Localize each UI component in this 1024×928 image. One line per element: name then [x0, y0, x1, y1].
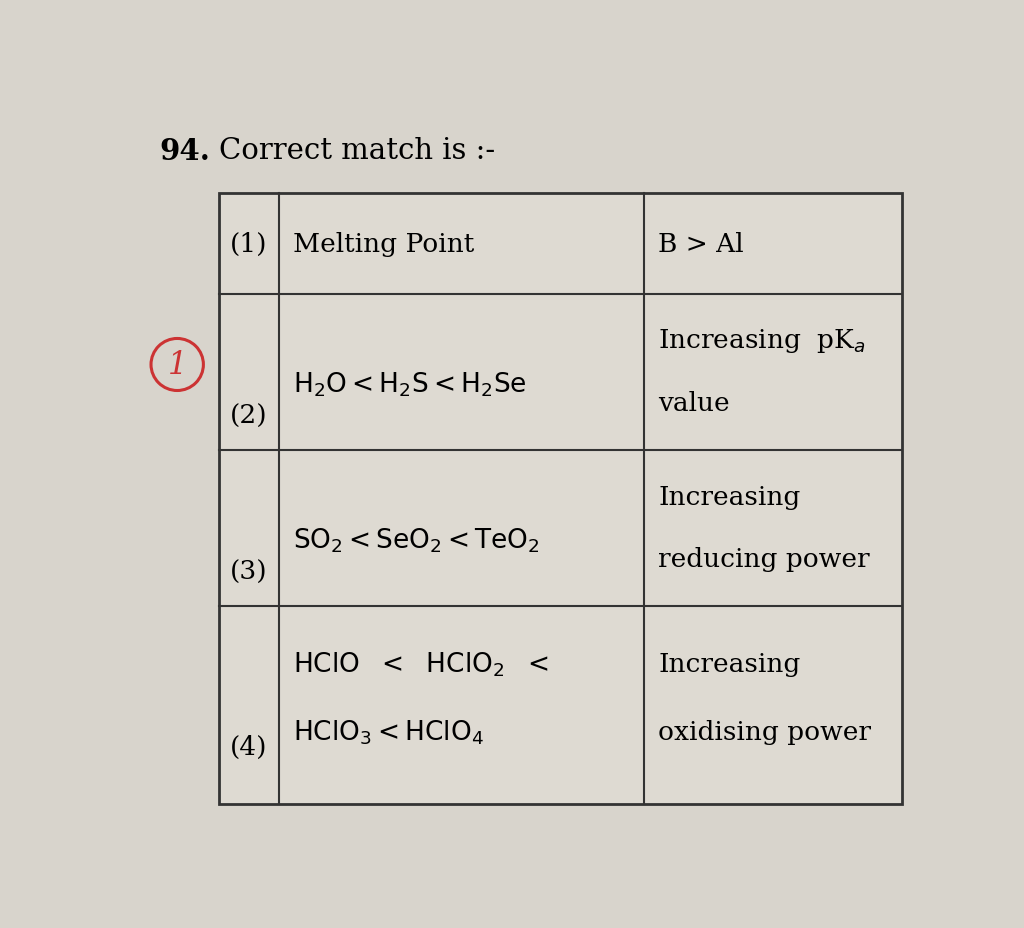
- Text: $\mathrm{HClO \ \ < \ \ HClO_2 \ \ <}$: $\mathrm{HClO \ \ < \ \ HClO_2 \ \ <}$: [293, 650, 549, 677]
- Text: $\mathrm{H_2O < H_2S < H_2Se}$: $\mathrm{H_2O < H_2S < H_2Se}$: [293, 370, 526, 399]
- Text: (2): (2): [230, 404, 268, 429]
- Text: oxidising power: oxidising power: [658, 719, 871, 744]
- Bar: [219, 194, 902, 805]
- Text: reducing power: reducing power: [658, 547, 869, 572]
- Text: B > Al: B > Al: [658, 231, 743, 256]
- Text: Correct match is :-: Correct match is :-: [219, 136, 496, 164]
- Text: 94.: 94.: [160, 136, 211, 165]
- Text: (4): (4): [230, 734, 267, 759]
- Text: 1: 1: [168, 350, 187, 380]
- Text: Increasing: Increasing: [658, 651, 801, 677]
- Text: Melting Point: Melting Point: [293, 231, 474, 256]
- Text: (1): (1): [230, 231, 267, 256]
- Text: (3): (3): [230, 560, 268, 584]
- Text: $\mathrm{HClO_3 < HClO_4}$: $\mathrm{HClO_3 < HClO_4}$: [293, 718, 483, 746]
- Text: value: value: [658, 391, 730, 416]
- Text: $\mathrm{SO_2 < SeO_2 < TeO_2}$: $\mathrm{SO_2 < SeO_2 < TeO_2}$: [293, 526, 540, 555]
- Text: Increasing  pK$_a$: Increasing pK$_a$: [658, 327, 866, 355]
- Text: Increasing: Increasing: [658, 484, 801, 509]
